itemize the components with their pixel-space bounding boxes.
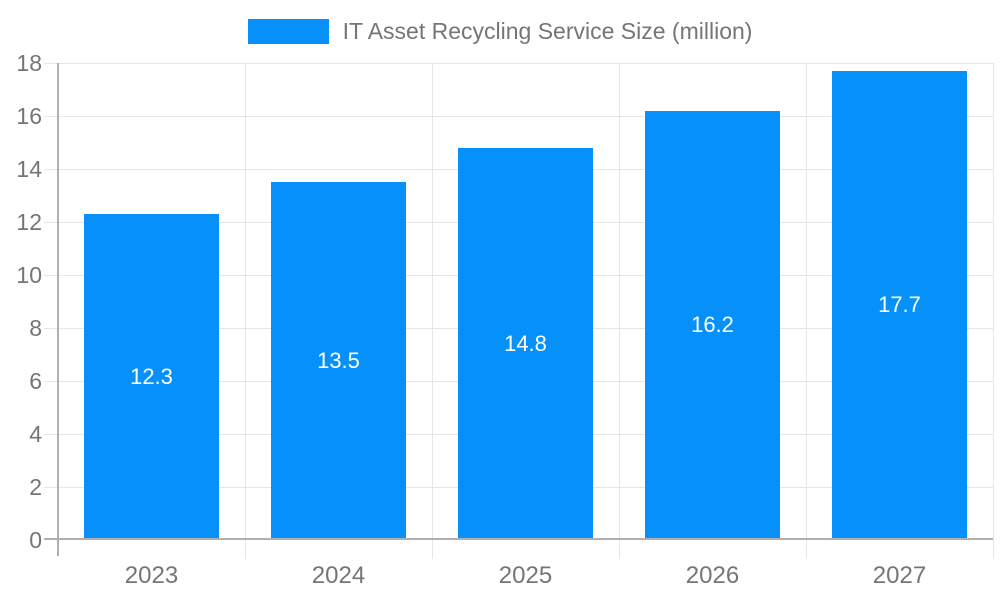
legend: IT Asset Recycling Service Size (million… xyxy=(0,18,1000,45)
y-axis-tick-label: 8 xyxy=(29,315,42,341)
y-axis-labels: 0 2 4 6 8 10 12 14 16 18 xyxy=(0,50,42,553)
bar-value-label: 13.5 xyxy=(317,348,360,374)
x-axis-tick-label: 2026 xyxy=(685,562,740,589)
y-axis-tick-label: 4 xyxy=(29,421,42,447)
y-axis-tick-label: 10 xyxy=(16,262,42,288)
gridline-v xyxy=(618,63,620,559)
gridline-v xyxy=(431,63,433,559)
bar-value-label: 12.3 xyxy=(130,364,173,390)
legend-label: IT Asset Recycling Service Size (million… xyxy=(342,18,753,44)
y-axis-tick-label: 18 xyxy=(16,50,42,76)
y-axis-tick-label: 6 xyxy=(29,368,42,394)
gridline-h xyxy=(44,62,993,64)
gridline-v xyxy=(244,63,246,559)
y-axis-tick-label: 16 xyxy=(16,103,42,129)
y-axis-tick-label: 0 xyxy=(29,527,42,553)
bar-2024[interactable]: 13.5 xyxy=(271,182,406,540)
gridline-v xyxy=(805,63,807,559)
x-axis-tick-label: 2023 xyxy=(124,562,179,589)
bar-2025[interactable]: 14.8 xyxy=(458,147,593,540)
y-axis-line xyxy=(57,63,59,556)
legend-swatch xyxy=(247,19,329,44)
x-axis-tick-label: 2025 xyxy=(498,562,553,589)
plot-area: 12.3 2023 13.5 2024 14.8 2025 16.2 2026 17.7 2027 xyxy=(44,62,994,589)
bar-value-label: 14.8 xyxy=(504,330,547,356)
bar-value-label: 17.7 xyxy=(878,292,921,318)
x-axis-tick-label: 2027 xyxy=(872,562,927,589)
bar-2023[interactable]: 12.3 xyxy=(84,214,219,540)
bar-2026[interactable]: 16.2 xyxy=(645,110,780,540)
y-axis-tick-label: 2 xyxy=(29,474,42,500)
bar-value-label: 16.2 xyxy=(691,312,734,338)
y-axis-tick-label: 14 xyxy=(16,156,42,182)
x-axis-tick-label: 2024 xyxy=(311,562,366,589)
x-axis-line xyxy=(44,538,993,540)
gridline-v xyxy=(992,63,994,559)
gridline-h xyxy=(44,115,993,117)
y-axis-tick-label: 12 xyxy=(16,209,42,235)
bar-2027[interactable]: 17.7 xyxy=(832,70,967,540)
